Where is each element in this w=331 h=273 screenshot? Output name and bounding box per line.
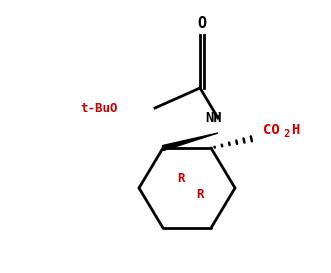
Text: t-BuO: t-BuO xyxy=(80,102,118,114)
Polygon shape xyxy=(162,133,218,150)
Text: H: H xyxy=(291,123,299,137)
Text: 2: 2 xyxy=(283,129,289,139)
Text: NH: NH xyxy=(205,111,222,125)
Text: R: R xyxy=(196,188,204,201)
Text: CO: CO xyxy=(263,123,280,137)
Text: O: O xyxy=(197,16,207,31)
Text: R: R xyxy=(177,171,185,185)
